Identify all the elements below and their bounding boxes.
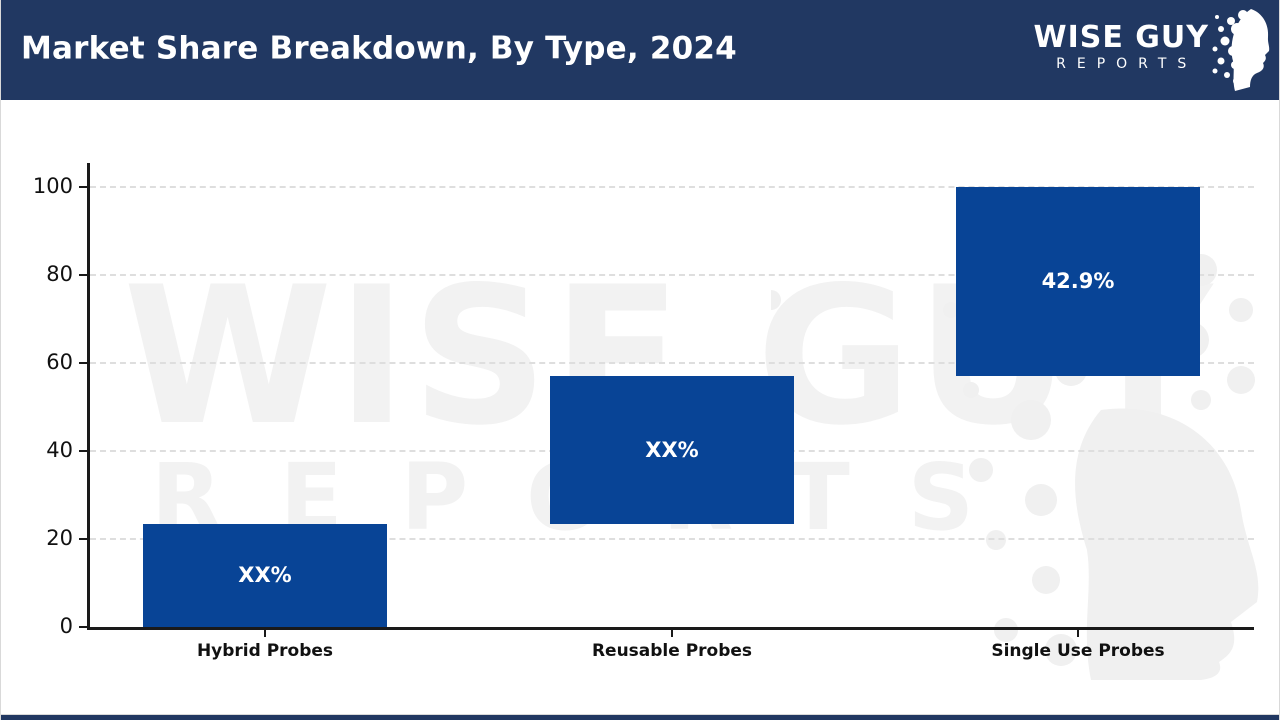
x-axis-tick (671, 630, 673, 637)
y-axis-line (87, 163, 90, 630)
logo: WISE GUY REPORTS (1015, 0, 1275, 100)
y-axis-tick (79, 450, 87, 452)
bar-value-label: XX% (238, 563, 292, 588)
x-axis-category-label: Hybrid Probes (196, 641, 334, 661)
x-axis-category-label: Single Use Probes (991, 641, 1165, 661)
y-axis-tick (79, 362, 87, 364)
footer-hairline (1, 714, 1279, 715)
x-axis-tick (1077, 630, 1079, 637)
y-axis-tick (79, 538, 87, 540)
y-axis-tick (79, 626, 87, 628)
gridline (90, 362, 1254, 364)
y-axis-tick-label: 40 (46, 438, 73, 462)
x-axis-tick (264, 630, 266, 637)
y-axis-tick-label: 20 (46, 526, 73, 550)
bar-reusable-probes (550, 375, 794, 524)
logo-subtext: REPORTS (1056, 56, 1198, 72)
bar-hybrid-probes (143, 523, 387, 627)
x-axis-line (87, 627, 1254, 630)
logo-wordmark: WISE GUY (1033, 20, 1209, 55)
y-axis-tick-label: 100 (32, 174, 73, 198)
gridline (90, 274, 1254, 276)
y-axis-tick-label: 0 (59, 614, 73, 638)
chart-title: Market Share Breakdown, By Type, 2024 (21, 30, 737, 67)
y-axis-tick (79, 186, 87, 188)
bar-value-label: XX% (645, 437, 699, 462)
y-axis-tick-label: 80 (46, 262, 73, 286)
y-axis-tick (79, 274, 87, 276)
logo-head-icon (1212, 9, 1270, 91)
header-bar: Market Share Breakdown, By Type, 2024 WI… (1, 0, 1279, 100)
bar-value-label: 42.9% (1041, 269, 1115, 294)
gridline (90, 186, 1254, 188)
gridline (90, 538, 1254, 540)
y-axis-tick-label: 60 (46, 350, 73, 374)
footer-bar (1, 715, 1279, 720)
bar-single-use-probes (956, 187, 1200, 376)
x-axis-category-label: Reusable Probes (591, 641, 753, 661)
